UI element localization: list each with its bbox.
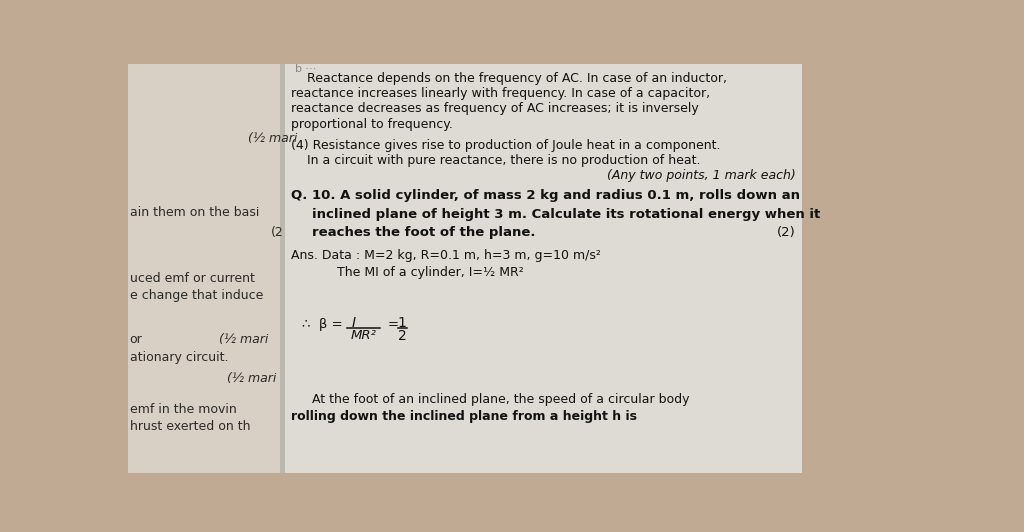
Bar [282,64,802,473]
Text: (Any two points, 1 mark each): (Any two points, 1 mark each) [607,169,796,182]
Text: b ···: b ··· [295,64,316,74]
Text: (½ marі: (½ marі [219,334,269,346]
Text: I: I [351,317,355,330]
Text: rolling down the inclined plane from a height h is: rolling down the inclined plane from a h… [291,410,637,423]
Text: At the foot of an inclined plane, the speed of a circular body: At the foot of an inclined plane, the sp… [311,393,689,406]
Text: (4) Resistance gives rise to production of Joule heat in a component.: (4) Resistance gives rise to production … [291,138,720,152]
Text: The MI of a cylinder, I=½ MR²: The MI of a cylinder, I=½ MR² [337,267,524,279]
Text: (½ marі: (½ marі [248,131,298,145]
Bar [802,64,922,473]
Text: 2: 2 [398,329,407,344]
Text: Ans. Data : M=2 kg, R=0.1 m, h=3 m, g=10 m/s²: Ans. Data : M=2 kg, R=0.1 m, h=3 m, g=10… [291,248,601,262]
Text: =: = [388,318,398,331]
Text: Reactance depends on the frequency of AC. In case of an inductor,: Reactance depends on the frequency of AC… [291,71,727,85]
Text: uced emf or current: uced emf or current [130,272,254,285]
Text: (2): (2) [777,226,796,239]
Text: reaches the foot of the plane.: reaches the foot of the plane. [311,226,536,239]
Text: emf in the movin: emf in the movin [130,403,237,415]
Text: (½ marі: (½ marі [227,372,276,385]
Text: proportional to frequency.: proportional to frequency. [291,118,453,131]
Text: reactance increases linearly with frequency. In case of a capacitor,: reactance increases linearly with freque… [291,87,710,100]
Text: or: or [130,334,142,346]
Text: MR²: MR² [350,329,377,343]
Text: inclined plane of height 3 m. Calculate its rotational energy when it: inclined plane of height 3 m. Calculate … [311,208,820,221]
Bar [280,64,285,473]
Text: hrust exerted on th: hrust exerted on th [130,420,250,434]
Text: ∴  β =: ∴ β = [302,318,343,331]
Text: e change that induce: e change that induce [130,289,263,303]
Text: reactance decreases as frequency of AC increases; it is inversely: reactance decreases as frequency of AC i… [291,102,698,115]
Text: 1: 1 [398,317,407,330]
Text: (2: (2 [271,226,284,238]
Bar [128,64,282,473]
Text: Q. 10. A solid cylinder, of mass 2 kg and radius 0.1 m, rolls down an: Q. 10. A solid cylinder, of mass 2 kg an… [291,189,800,202]
Text: In a circuit with pure reactance, there is no production of heat.: In a circuit with pure reactance, there … [291,154,700,167]
Text: ain them on the basі: ain them on the basі [130,206,259,219]
Text: ationary circuit.: ationary circuit. [130,351,228,364]
